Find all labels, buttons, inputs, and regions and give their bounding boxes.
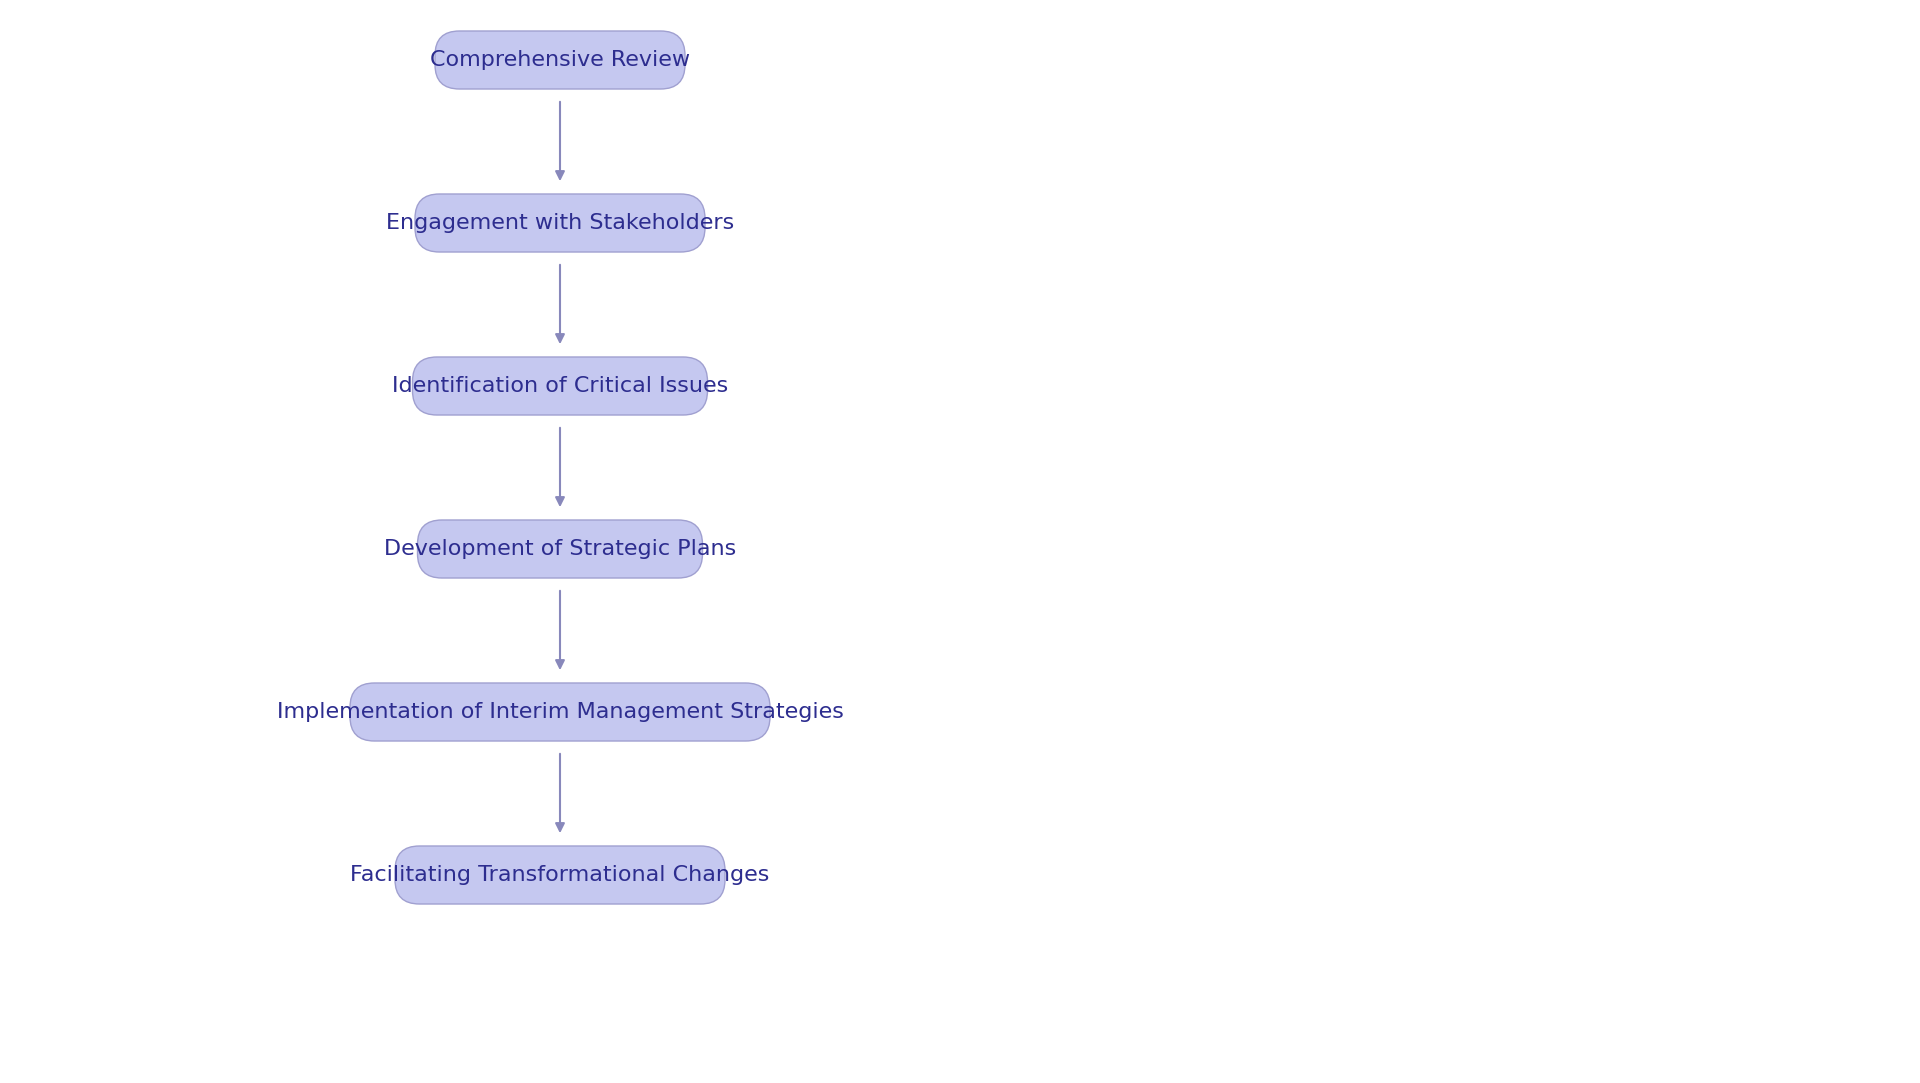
FancyBboxPatch shape xyxy=(396,846,726,904)
FancyBboxPatch shape xyxy=(436,31,685,89)
FancyBboxPatch shape xyxy=(349,683,770,741)
Text: Implementation of Interim Management Strategies: Implementation of Interim Management Str… xyxy=(276,702,843,722)
Text: Facilitating Transformational Changes: Facilitating Transformational Changes xyxy=(349,865,770,885)
Text: Comprehensive Review: Comprehensive Review xyxy=(430,50,689,70)
FancyBboxPatch shape xyxy=(415,194,705,252)
FancyBboxPatch shape xyxy=(413,357,707,415)
Text: Development of Strategic Plans: Development of Strategic Plans xyxy=(384,539,735,559)
Text: Engagement with Stakeholders: Engagement with Stakeholders xyxy=(386,213,733,233)
FancyBboxPatch shape xyxy=(417,520,703,578)
Text: Identification of Critical Issues: Identification of Critical Issues xyxy=(392,376,728,396)
